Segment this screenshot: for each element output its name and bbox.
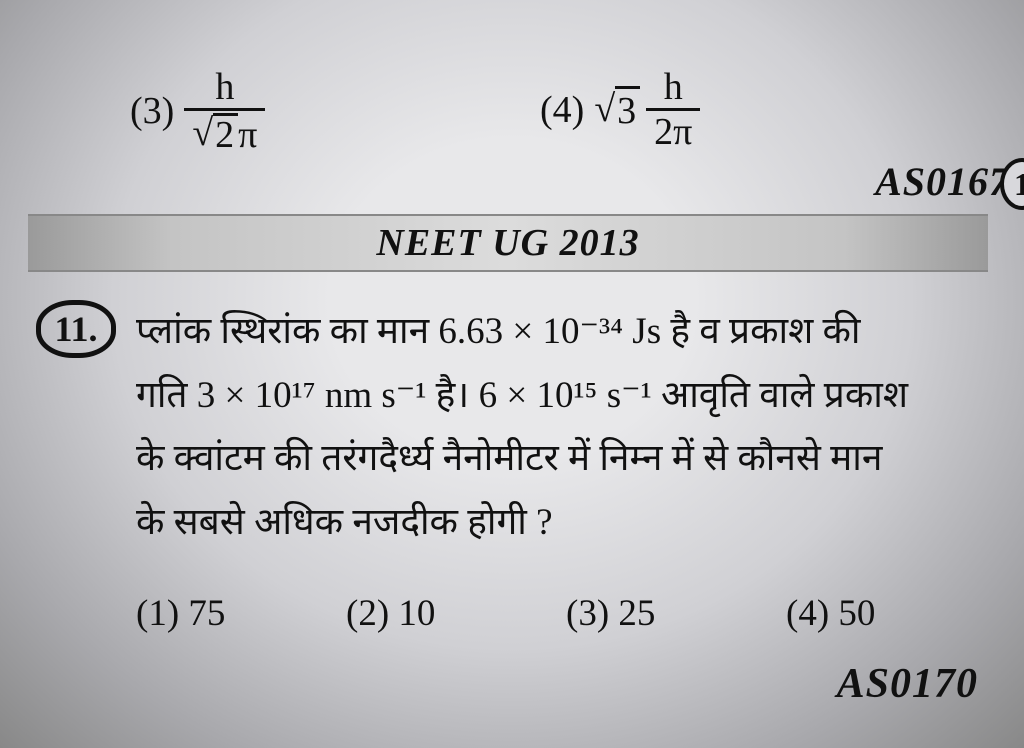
question-code-top: AS0167 [875, 158, 1010, 205]
fraction: h 2π [646, 68, 700, 151]
denominator: 2π [646, 108, 700, 151]
sqrt-content: 2 [213, 113, 238, 154]
option-label: (3) [130, 89, 174, 133]
question-line-1: प्लांक स्थिरांक का मान 6.63 × 10⁻³⁴ Js ह… [136, 300, 1006, 364]
exam-title: NEET UG 2013 [376, 221, 639, 265]
answer-options: (1) 75 (2) 10 (3) 25 (4) 50 [136, 592, 1006, 635]
option-2: (2) 10 [346, 592, 566, 635]
option-3: (3) 25 [566, 592, 786, 635]
question-line-3: के क्वांटम की तरंगदैर्ध्य नैनोमीटर में न… [136, 427, 1006, 491]
page: √2 π (3) h √2π (4) √3 h 2π AS0167 1 NEET… [0, 0, 1024, 748]
option-4: (4) √3 h 2π [540, 68, 700, 151]
question-number: 11. [54, 308, 97, 350]
fraction: h √2π [184, 68, 265, 154]
denominator: √2π [184, 108, 265, 154]
option-4: (4) 50 [786, 592, 986, 635]
question-text: प्लांक स्थिरांक का मान 6.63 × 10⁻³⁴ Js ह… [136, 300, 1006, 555]
exam-band: NEET UG 2013 [28, 214, 988, 272]
option-3: (3) h √2π [130, 68, 265, 154]
question-line-4: के सबसे अधिक नजदीक होगी ? [136, 491, 1006, 555]
question-number-circle: 11. [36, 300, 116, 358]
numerator: h [656, 68, 691, 108]
question-line-2: गति 3 × 10¹⁷ nm s⁻¹ है। 6 × 10¹⁵ s⁻¹ आवृ… [136, 364, 1006, 428]
numerator: h [207, 68, 242, 108]
question-code-bottom: AS0170 [837, 660, 978, 708]
option-label: (4) [540, 88, 584, 132]
option-1: (1) 75 [136, 592, 346, 635]
sqrt-content: 3 [615, 86, 640, 133]
